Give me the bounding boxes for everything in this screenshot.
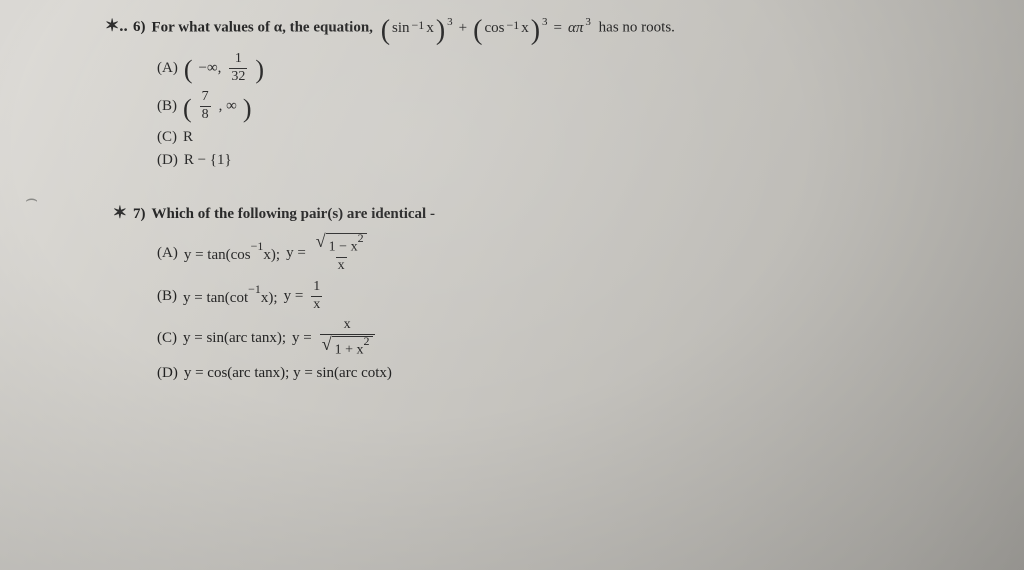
q6-option-b: (B) ( 7 8 , ∞ ) — [157, 90, 965, 122]
q7-option-b: (B) y = tan(cot−1x); y = 1 x — [157, 280, 965, 312]
fraction: 7 8 — [200, 90, 211, 122]
star-mark: ✶ — [105, 195, 127, 223]
fraction: 1 x — [311, 280, 322, 312]
fraction: √ 1 − x2 x — [314, 233, 369, 274]
q7-option-c: (C) y = sin(arc tanx); y = x √ 1 + x2 — [157, 318, 965, 359]
q7-options: (A) y = tan(cos−1x); y = √ 1 − x2 x (B) … — [157, 233, 965, 383]
option-label: (B) — [157, 98, 177, 115]
option-label: (C) — [157, 330, 177, 347]
q7-option-a: (A) y = tan(cos−1x); y = √ 1 − x2 x — [157, 233, 965, 274]
rhs-pre: y = — [284, 288, 304, 305]
plus: + — [459, 20, 467, 37]
option-label: (D) — [157, 365, 178, 382]
question-7: ✶ 7) Which of the following pair(s) are … — [105, 195, 965, 223]
star-mark: ✶.. — [105, 8, 127, 36]
fn: sin — [392, 20, 410, 37]
equals: = — [554, 20, 562, 37]
radical: √ 1 − x2 — [316, 233, 367, 256]
lhs: y = sin(arc tanx); — [183, 330, 286, 347]
alpha-pi: απ — [568, 20, 583, 37]
pow: 3 — [585, 16, 591, 28]
q7-option-d: (D) y = cos(arc tanx); y = sin(arc cotx) — [157, 365, 965, 382]
sup: −1 — [251, 239, 264, 253]
lhs-post: x); — [261, 290, 278, 306]
rhs-pre: y = — [286, 245, 306, 262]
option-label: (B) — [157, 288, 177, 305]
neg-inf: −∞, — [199, 60, 222, 77]
option-label: (A) — [157, 60, 178, 77]
q6-options: (A) ( −∞, 1 32 ) (B) ( 7 8 , ∞ ) (C) R (… — [157, 52, 965, 169]
option-value: R — [183, 129, 193, 146]
q6-lead: For what values of α, the equation, — [152, 19, 373, 35]
pow: 3 — [447, 16, 453, 28]
smudge-mark: ⌢ — [25, 188, 38, 211]
page-content: ⌢ ✶.. 6) For what values of α, the equat… — [105, 6, 965, 388]
question-number: 6) — [133, 11, 146, 36]
lhs-post: x); — [263, 247, 280, 263]
fn: cos — [484, 20, 504, 37]
option-label: (D) — [157, 152, 178, 169]
option-value: y = cos(arc tanx); y = sin(arc cotx) — [184, 365, 392, 382]
question-6: ✶.. 6) For what values of α, the equatio… — [105, 6, 965, 42]
var: x — [426, 20, 434, 37]
option-label: (C) — [157, 129, 177, 146]
q6-equation: ( sin−1x )3 + ( cos−1x )3 = απ3 — [381, 14, 591, 42]
radical: √ 1 + x2 — [322, 336, 373, 359]
lhs: y = tan(cos — [184, 247, 251, 263]
sup: −1 — [506, 18, 519, 33]
sup: −1 — [412, 18, 425, 33]
q6-option-d: (D) R − {1} — [157, 152, 965, 169]
q6-option-a: (A) ( −∞, 1 32 ) — [157, 52, 965, 84]
sup: −1 — [248, 282, 261, 296]
fraction: x √ 1 + x2 — [320, 318, 375, 359]
var: x — [521, 20, 529, 37]
rhs-pre: y = — [292, 330, 312, 347]
q6-option-c: (C) R — [157, 129, 965, 146]
fraction: 1 32 — [229, 52, 247, 84]
lhs: y = tan(cot — [183, 290, 248, 306]
option-value: R − {1} — [184, 152, 232, 169]
question-6-text: For what values of α, the equation, ( si… — [152, 6, 675, 42]
pow: 3 — [542, 16, 548, 28]
option-label: (A) — [157, 245, 178, 262]
q6-tail: has no roots. — [599, 19, 675, 35]
pos-inf: , ∞ — [219, 98, 237, 115]
question-number: 7) — [133, 198, 146, 223]
question-7-text: Which of the following pair(s) are ident… — [152, 198, 435, 223]
